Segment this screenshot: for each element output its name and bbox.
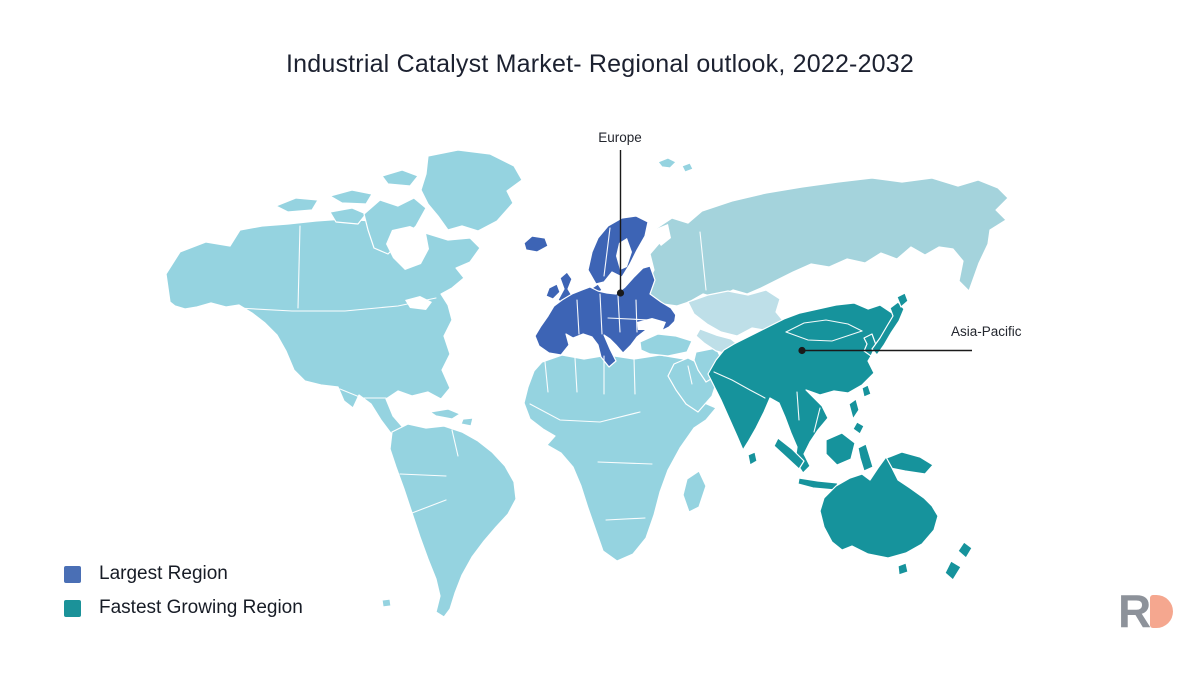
philippines: [852, 421, 865, 435]
arctic-island: [329, 207, 367, 225]
asia-pacific-callout-dot: [798, 346, 806, 355]
sulawesi: [857, 443, 874, 472]
ireland: [545, 283, 561, 300]
iceland: [523, 235, 549, 253]
hudson-bay: [386, 226, 429, 270]
black-sea: [637, 318, 666, 332]
africa: [523, 354, 717, 562]
cuba: [429, 408, 461, 420]
tasmania: [897, 562, 909, 576]
arctic-island: [381, 169, 419, 187]
madagascar: [682, 470, 707, 513]
baffin-island: [363, 197, 427, 255]
continental-europe: [534, 265, 679, 368]
hispaniola: [460, 417, 474, 427]
white-sea: [655, 224, 671, 246]
fastest-growing-region-label: Fastest Growing Region: [99, 597, 303, 618]
logo-letter-r: R: [1118, 585, 1151, 637]
java: [797, 477, 839, 491]
europe-label: Europe: [598, 130, 642, 145]
turkey: [639, 333, 693, 357]
region-rest-of-world: [165, 149, 901, 618]
caspian-sea: [674, 307, 690, 338]
legend-item-largest-region: Largest Region: [64, 563, 303, 585]
new-zealand-north: [957, 541, 973, 559]
sri-lanka: [747, 451, 758, 466]
country-borders: [237, 225, 863, 521]
svalbard: [657, 157, 677, 169]
callout-dots: [616, 289, 806, 355]
legend: Largest Region Fastest Growing Region: [64, 563, 303, 619]
europe-callout-dot: [616, 289, 625, 297]
asia-pacific-label: Asia-Pacific: [951, 324, 1022, 339]
falkland-islands: [381, 598, 392, 608]
south-america: [389, 423, 517, 618]
russia: [645, 177, 1009, 307]
fastest-growing-region-swatch: [64, 599, 81, 617]
region-russia: [645, 177, 1009, 307]
arctic-island: [329, 189, 373, 205]
largest-region-label: Largest Region: [99, 563, 228, 584]
arctic-island: [275, 197, 319, 213]
legend-item-fastest-growing-region: Fastest Growing Region: [64, 597, 303, 619]
greenland: [420, 149, 523, 232]
region-asia-pacific: [707, 292, 973, 581]
great-lakes: [405, 296, 432, 310]
brand-logo: R: [1118, 585, 1174, 637]
asia-mainland: [707, 302, 899, 474]
chart-title: Industrial Catalyst Market- Regional out…: [285, 50, 914, 78]
svalbard: [681, 162, 694, 173]
borneo: [825, 432, 856, 466]
largest-region-swatch: [64, 565, 81, 583]
callout-lines: [619, 150, 972, 352]
australia: [819, 456, 939, 559]
hokkaido: [896, 292, 909, 308]
logo-d-shape: [1150, 595, 1174, 628]
new-zealand-south: [944, 560, 962, 581]
philippines: [848, 398, 860, 420]
sumatra: [773, 437, 805, 470]
taiwan: [861, 384, 872, 398]
